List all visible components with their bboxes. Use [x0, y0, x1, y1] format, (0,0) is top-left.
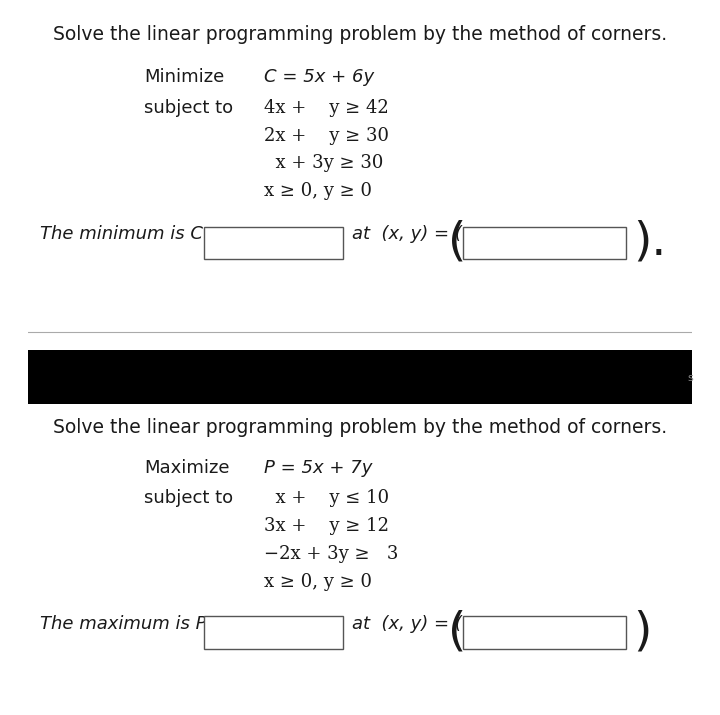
- Text: x ≥ 0, y ≥ 0: x ≥ 0, y ≥ 0: [264, 573, 372, 591]
- Text: subject to: subject to: [144, 489, 233, 507]
- Text: Solve the linear programming problem by the method of corners.: Solve the linear programming problem by …: [53, 25, 667, 44]
- Text: Minimize: Minimize: [144, 68, 225, 86]
- Text: (: (: [448, 220, 466, 265]
- Text: s: s: [688, 373, 693, 383]
- Text: Maximize: Maximize: [144, 459, 230, 477]
- FancyBboxPatch shape: [204, 616, 343, 649]
- Text: 2x +    y ≥ 30: 2x + y ≥ 30: [264, 127, 389, 144]
- Text: subject to: subject to: [144, 99, 233, 117]
- Text: at  (x, y) = (: at (x, y) = (: [352, 225, 462, 243]
- Text: The maximum is P =: The maximum is P =: [40, 615, 228, 633]
- Text: 4x +    y ≥ 42: 4x + y ≥ 42: [264, 99, 389, 117]
- Text: ).: ).: [634, 220, 667, 265]
- Text: x + 3y ≥ 30: x + 3y ≥ 30: [264, 154, 383, 172]
- Text: Solve the linear programming problem by the method of corners.: Solve the linear programming problem by …: [53, 418, 667, 438]
- FancyBboxPatch shape: [463, 616, 626, 649]
- Text: ): ): [634, 609, 652, 654]
- Text: (: (: [448, 609, 466, 654]
- Bar: [28, 350, 692, 404]
- Text: 3x +    y ≥ 12: 3x + y ≥ 12: [264, 517, 389, 535]
- FancyBboxPatch shape: [463, 227, 626, 259]
- Text: at  (x, y) = (: at (x, y) = (: [352, 615, 462, 633]
- Text: The minimum is C =: The minimum is C =: [40, 225, 224, 243]
- Text: P = 5x + 7y: P = 5x + 7y: [264, 459, 372, 477]
- FancyBboxPatch shape: [204, 227, 343, 259]
- Text: −2x + 3y ≥   3: −2x + 3y ≥ 3: [264, 545, 398, 563]
- Text: x +    y ≤ 10: x + y ≤ 10: [264, 489, 389, 507]
- Text: x ≥ 0, y ≥ 0: x ≥ 0, y ≥ 0: [264, 182, 372, 200]
- Text: C = 5x + 6y: C = 5x + 6y: [264, 68, 374, 86]
